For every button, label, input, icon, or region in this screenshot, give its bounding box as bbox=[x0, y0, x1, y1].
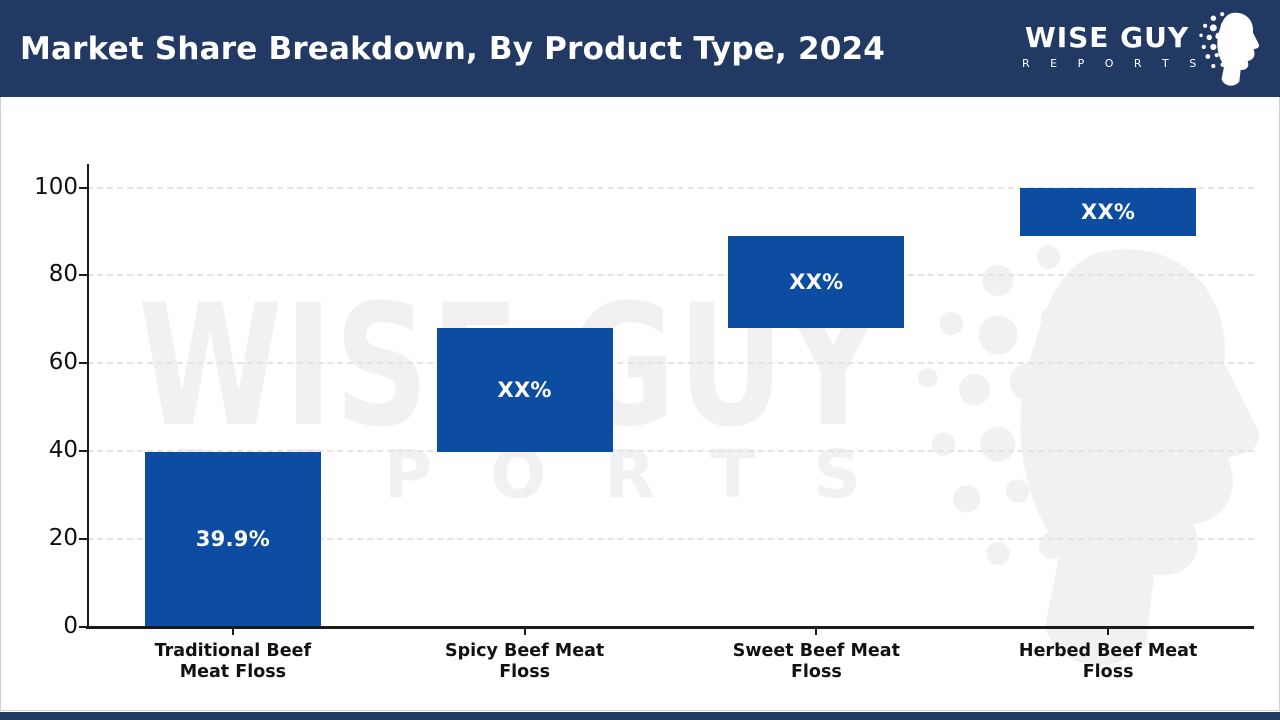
x-category-label: Herbed Beef Meat Floss bbox=[1018, 641, 1198, 683]
y-tick-label: 20 bbox=[48, 525, 78, 552]
wiseguy-head-icon bbox=[1199, 12, 1260, 86]
gridline bbox=[87, 362, 1254, 365]
y-tick-mark bbox=[79, 626, 87, 628]
y-tick-label: 80 bbox=[48, 261, 78, 288]
y-tick-mark bbox=[79, 450, 87, 453]
x-tick-mark bbox=[1107, 628, 1110, 635]
wiseguy-logo-text: WISE GUY R E P O R T S bbox=[1016, 21, 1205, 71]
y-tick-label: 100 bbox=[34, 173, 78, 200]
logo-subtitle: R E P O R T S bbox=[1022, 57, 1205, 70]
y-tick-mark bbox=[79, 538, 87, 541]
bar-sweet-beef-meat-floss: XX% bbox=[728, 236, 905, 329]
header-bar: Market Share Breakdown, By Product Type,… bbox=[0, 0, 1280, 97]
y-tick-label: 40 bbox=[48, 437, 78, 464]
x-axis-line bbox=[86, 626, 1254, 629]
x-category-label: Sweet Beef Meat Floss bbox=[732, 641, 900, 683]
gridline bbox=[87, 186, 1254, 189]
logo-wordmark: WISE GUY bbox=[1024, 21, 1190, 54]
bar-value-label: XX% bbox=[497, 377, 552, 402]
y-tick-label: 60 bbox=[48, 349, 78, 376]
x-tick-mark bbox=[815, 628, 818, 635]
bar-value-label: XX% bbox=[1080, 200, 1136, 225]
x-tick-mark bbox=[231, 628, 234, 635]
bar-spicy-beef-meat-floss: XX% bbox=[436, 328, 613, 452]
page-title: Market Share Breakdown, By Product Type,… bbox=[20, 30, 886, 67]
x-tick-mark bbox=[523, 628, 526, 635]
gridline bbox=[87, 538, 1254, 541]
footer-bar bbox=[0, 712, 1280, 720]
bar-traditional-beef-meat-floss: 39.9% bbox=[144, 451, 321, 627]
y-tick-mark bbox=[79, 362, 87, 365]
bar-herbed-beef-meat-floss: XX% bbox=[1020, 188, 1197, 237]
x-category-label: Traditional Beef Meat Floss bbox=[154, 641, 312, 683]
y-tick-mark bbox=[79, 186, 87, 189]
watermark-head-icon bbox=[918, 245, 1259, 666]
y-tick-mark bbox=[79, 274, 87, 277]
x-category-label: Spicy Beef Meat Floss bbox=[445, 641, 605, 683]
gridline bbox=[87, 274, 1254, 277]
bar-value-label: 39.9% bbox=[195, 527, 271, 552]
y-tick-label: 0 bbox=[63, 613, 78, 639]
bar-value-label: XX% bbox=[789, 270, 844, 295]
gridline bbox=[87, 450, 1254, 453]
wiseguy-logo: WISE GUY R E P O R T S bbox=[1016, 6, 1266, 92]
y-axis-line bbox=[87, 164, 89, 629]
